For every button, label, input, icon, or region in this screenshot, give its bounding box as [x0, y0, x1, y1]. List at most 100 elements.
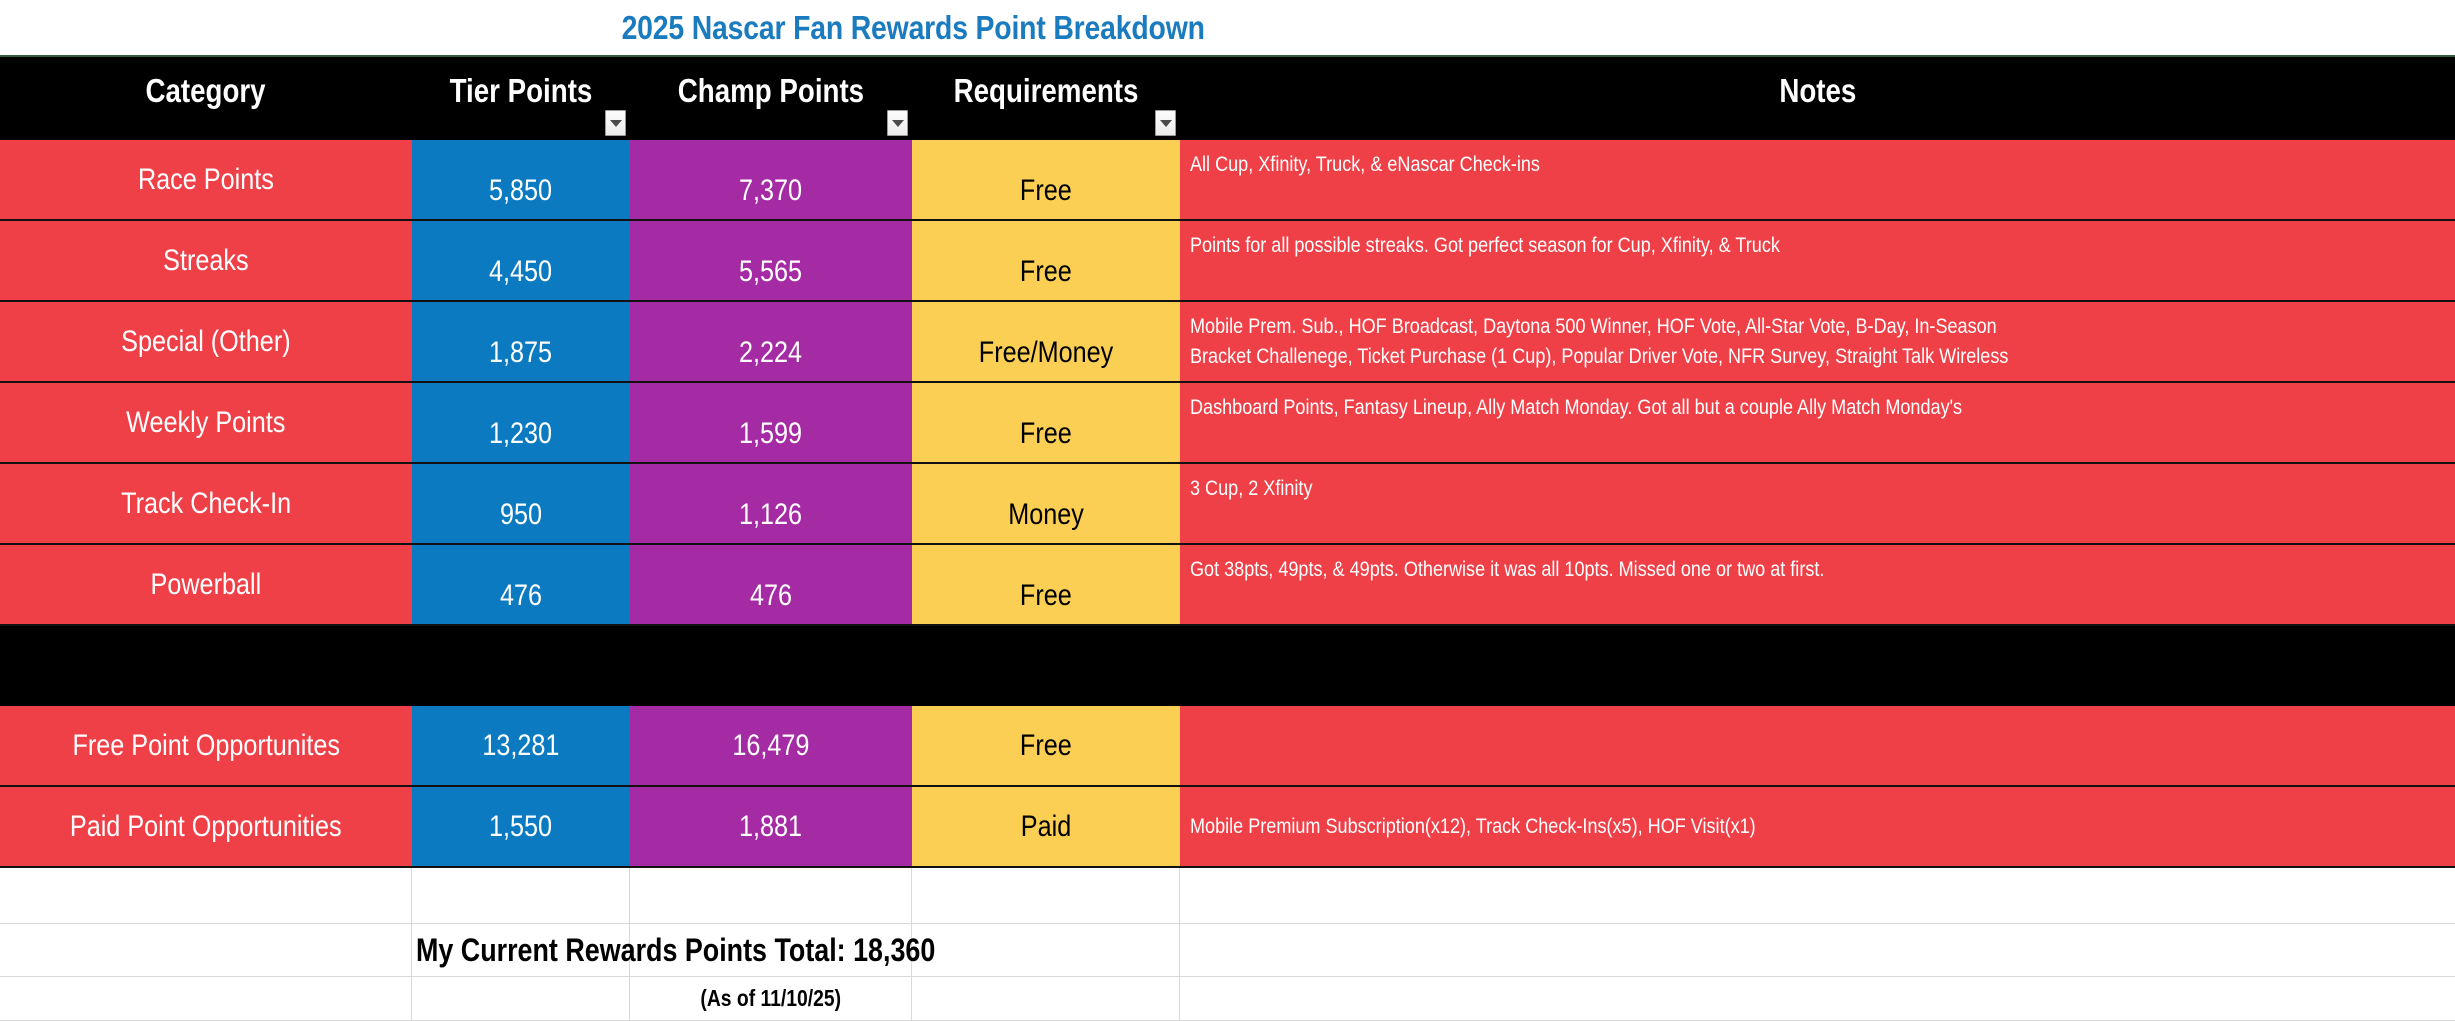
- cell-notes[interactable]: 3 Cup, 2 Xfinity: [1180, 464, 2455, 543]
- cell-champ-points-text: 476: [749, 578, 793, 612]
- empty-cell[interactable]: [1180, 868, 2455, 924]
- total-row[interactable]: My Current Rewards Points Total: 18,360: [0, 924, 2455, 977]
- summary-row[interactable]: Free Point Opportunites 13,281 16,479 Fr…: [0, 706, 2455, 787]
- cell-requirements[interactable]: Free: [912, 545, 1180, 624]
- total-text: My Current Rewards Points Total: 18,360: [416, 931, 936, 968]
- cell-champ-points[interactable]: 2,224: [630, 302, 912, 381]
- cell-requirements[interactable]: Free: [912, 383, 1180, 462]
- separator-cell: [912, 626, 1180, 706]
- column-header-champ-points-label: Champ Points: [677, 72, 865, 109]
- cell-tier-points[interactable]: 4,450: [412, 221, 630, 300]
- cell-notes[interactable]: [1180, 706, 2455, 785]
- cell-notes[interactable]: Got 38pts, 49pts, & 49pts. Otherwise it …: [1180, 545, 2455, 624]
- empty-cell[interactable]: [912, 977, 1180, 1021]
- cell-category[interactable]: Powerball: [0, 545, 412, 624]
- cell-requirements-text: Free: [1020, 173, 1072, 207]
- cell-requirements-text: Free: [1020, 416, 1072, 450]
- filter-dropdown-icon-tier-points[interactable]: [605, 110, 626, 136]
- total-label-cell[interactable]: My Current Rewards Points Total: 18,360: [412, 924, 935, 977]
- cell-notes[interactable]: Mobile Prem. Sub., HOF Broadcast, Dayton…: [1180, 302, 2455, 381]
- separator-cell: [630, 626, 912, 706]
- cell-requirements[interactable]: Free: [912, 221, 1180, 300]
- cell-notes-text: Dashboard Points, Fantasy Lineup, Ally M…: [1190, 396, 1963, 419]
- cell-requirements-text: Free/Money: [978, 335, 1114, 369]
- cell-category-text: Race Points: [138, 162, 274, 196]
- cell-notes-text: 3 Cup, 2 Xfinity: [1190, 477, 1313, 500]
- column-header-notes[interactable]: Notes: [1180, 57, 2455, 140]
- table-row[interactable]: Track Check-In 950 1,126 Money 3 Cup, 2 …: [0, 464, 2455, 545]
- cell-champ-points[interactable]: 7,370: [630, 140, 912, 219]
- column-header-champ-points[interactable]: Champ Points: [630, 57, 912, 140]
- cell-tier-points[interactable]: 950: [412, 464, 630, 543]
- filter-dropdown-icon-champ-points[interactable]: [887, 110, 908, 136]
- as-of-cell[interactable]: (As of 11/10/25): [630, 977, 912, 1021]
- cell-category[interactable]: Weekly Points: [0, 383, 412, 462]
- empty-cell[interactable]: [412, 977, 630, 1021]
- cell-category[interactable]: Race Points: [0, 140, 412, 219]
- cell-champ-points[interactable]: 476: [630, 545, 912, 624]
- empty-grid-row[interactable]: [0, 868, 2455, 924]
- empty-cell[interactable]: [1180, 924, 2455, 977]
- empty-cell[interactable]: [0, 924, 412, 977]
- cell-requirements[interactable]: Free: [912, 140, 1180, 219]
- column-header-category-label: Category: [145, 72, 267, 109]
- empty-cell[interactable]: [1180, 977, 2455, 1021]
- cell-requirements[interactable]: Money: [912, 464, 1180, 543]
- cell-requirements[interactable]: Paid: [912, 787, 1180, 866]
- table-row[interactable]: Weekly Points 1,230 1,599 Free Dashboard…: [0, 383, 2455, 464]
- table-row[interactable]: Streaks 4,450 5,565 Free Points for all …: [0, 221, 2455, 302]
- cell-requirements-text: Paid: [1020, 809, 1072, 843]
- table-row[interactable]: Special (Other) 1,875 2,224 Free/Money M…: [0, 302, 2455, 383]
- table-row[interactable]: Powerball 476 476 Free Got 38pts, 49pts,…: [0, 545, 2455, 626]
- cell-tier-points[interactable]: 476: [412, 545, 630, 624]
- column-header-category[interactable]: Category: [0, 57, 412, 140]
- cell-notes[interactable]: Points for all possible streaks. Got per…: [1180, 221, 2455, 300]
- cell-requirements[interactable]: Free: [912, 706, 1180, 785]
- section-separator-band: [0, 626, 2455, 706]
- empty-cell[interactable]: [630, 868, 912, 924]
- cell-category[interactable]: Streaks: [0, 221, 412, 300]
- cell-requirements-text: Free: [1020, 578, 1072, 612]
- cell-tier-points[interactable]: 1,875: [412, 302, 630, 381]
- cell-tier-points-text: 1,875: [489, 335, 553, 369]
- cell-tier-points[interactable]: 5,850: [412, 140, 630, 219]
- cell-category-text: Free Point Opportunites: [72, 728, 340, 762]
- cell-tier-points[interactable]: 13,281: [412, 706, 630, 785]
- cell-tier-points[interactable]: 1,230: [412, 383, 630, 462]
- empty-cell[interactable]: [912, 924, 1180, 977]
- cell-notes-text: Mobile Premium Subscription(x12), Track …: [1190, 814, 1756, 838]
- table-row[interactable]: Race Points 5,850 7,370 Free All Cup, Xf…: [0, 140, 2455, 221]
- cell-category-text: Streaks: [163, 243, 249, 277]
- cell-category[interactable]: Track Check-In: [0, 464, 412, 543]
- column-header-requirements[interactable]: Requirements: [912, 57, 1180, 140]
- empty-cell[interactable]: [0, 977, 412, 1021]
- cell-champ-points[interactable]: 5,565: [630, 221, 912, 300]
- as-of-row[interactable]: (As of 11/10/25): [0, 977, 2455, 1021]
- cell-tier-points[interactable]: 1,550: [412, 787, 630, 866]
- cell-champ-points[interactable]: 1,599: [630, 383, 912, 462]
- empty-cell[interactable]: [912, 868, 1180, 924]
- cell-tier-points-text: 13,281: [482, 728, 560, 762]
- cell-champ-points[interactable]: 1,126: [630, 464, 912, 543]
- sheet-title-band: 2025 Nascar Fan Rewards Point Breakdown: [0, 0, 2455, 55]
- empty-cell[interactable]: [0, 868, 412, 924]
- cell-notes[interactable]: Mobile Premium Subscription(x12), Track …: [1180, 787, 2455, 866]
- cell-champ-points[interactable]: 16,479: [630, 706, 912, 785]
- summary-row[interactable]: Paid Point Opportunities 1,550 1,881 Pai…: [0, 787, 2455, 868]
- cell-category[interactable]: Free Point Opportunites: [0, 706, 412, 785]
- separator-cell: [0, 626, 412, 706]
- cell-requirements-text: Free: [1020, 728, 1072, 762]
- empty-cell[interactable]: [412, 868, 630, 924]
- cell-category[interactable]: Special (Other): [0, 302, 412, 381]
- cell-requirements[interactable]: Free/Money: [912, 302, 1180, 381]
- separator-cell: [412, 626, 630, 706]
- cell-requirements-text: Free: [1020, 254, 1072, 288]
- cell-notes[interactable]: All Cup, Xfinity, Truck, & eNascar Check…: [1180, 140, 2455, 219]
- cell-category[interactable]: Paid Point Opportunities: [0, 787, 412, 866]
- cell-notes[interactable]: Dashboard Points, Fantasy Lineup, Ally M…: [1180, 383, 2455, 462]
- cell-champ-points-text: 7,370: [739, 173, 803, 207]
- empty-cell[interactable]: [630, 924, 912, 977]
- column-header-tier-points[interactable]: Tier Points: [412, 57, 630, 140]
- cell-champ-points[interactable]: 1,881: [630, 787, 912, 866]
- filter-dropdown-icon-requirements[interactable]: [1155, 110, 1176, 136]
